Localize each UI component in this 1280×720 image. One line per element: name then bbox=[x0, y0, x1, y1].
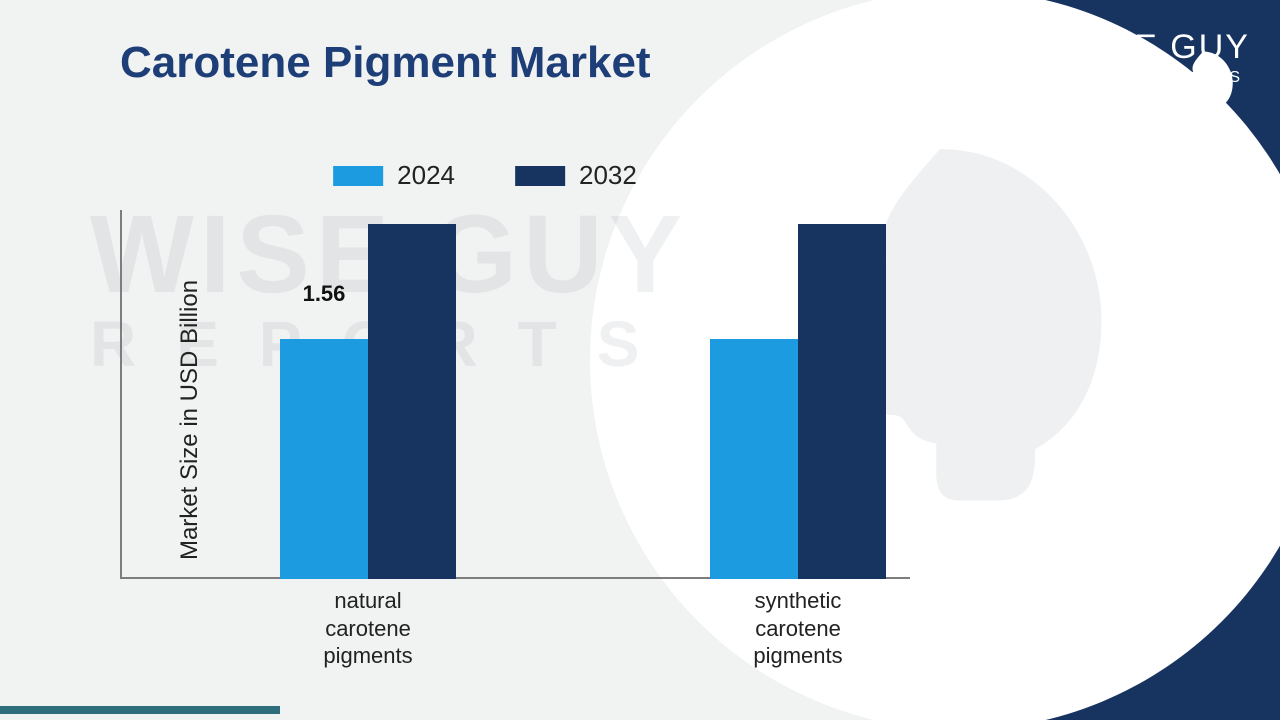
legend-label-2024: 2024 bbox=[397, 160, 455, 191]
legend-swatch-2032 bbox=[515, 166, 565, 186]
bar bbox=[368, 224, 456, 579]
bar-cluster bbox=[710, 224, 886, 579]
legend-swatch-2024 bbox=[333, 166, 383, 186]
bar bbox=[710, 339, 798, 580]
bar bbox=[798, 224, 886, 579]
brand-head-icon bbox=[1168, 48, 1238, 118]
category-label: syntheticcarotenepigments bbox=[698, 587, 898, 670]
chart-area: Market Size in USD Billion 2024 2032 1.5… bbox=[60, 150, 910, 690]
brand-block: WISE GUY R E P O R T S bbox=[1017, 28, 1250, 87]
bar bbox=[280, 339, 368, 580]
stage: WISE GUY REPORTS Carotene Pigment Market… bbox=[0, 0, 1280, 720]
plot-area: 1.56naturalcarotenepigmentssyntheticcaro… bbox=[120, 210, 910, 580]
bar-cluster bbox=[280, 224, 456, 579]
legend-label-2032: 2032 bbox=[579, 160, 637, 191]
bottom-accent-bar bbox=[0, 706, 280, 714]
legend-item-2032: 2032 bbox=[515, 160, 637, 191]
legend-item-2024: 2024 bbox=[333, 160, 455, 191]
y-axis-line bbox=[120, 210, 122, 579]
chart-title: Carotene Pigment Market bbox=[120, 38, 651, 88]
category-label: naturalcarotenepigments bbox=[268, 587, 468, 670]
legend: 2024 2032 bbox=[333, 160, 637, 191]
